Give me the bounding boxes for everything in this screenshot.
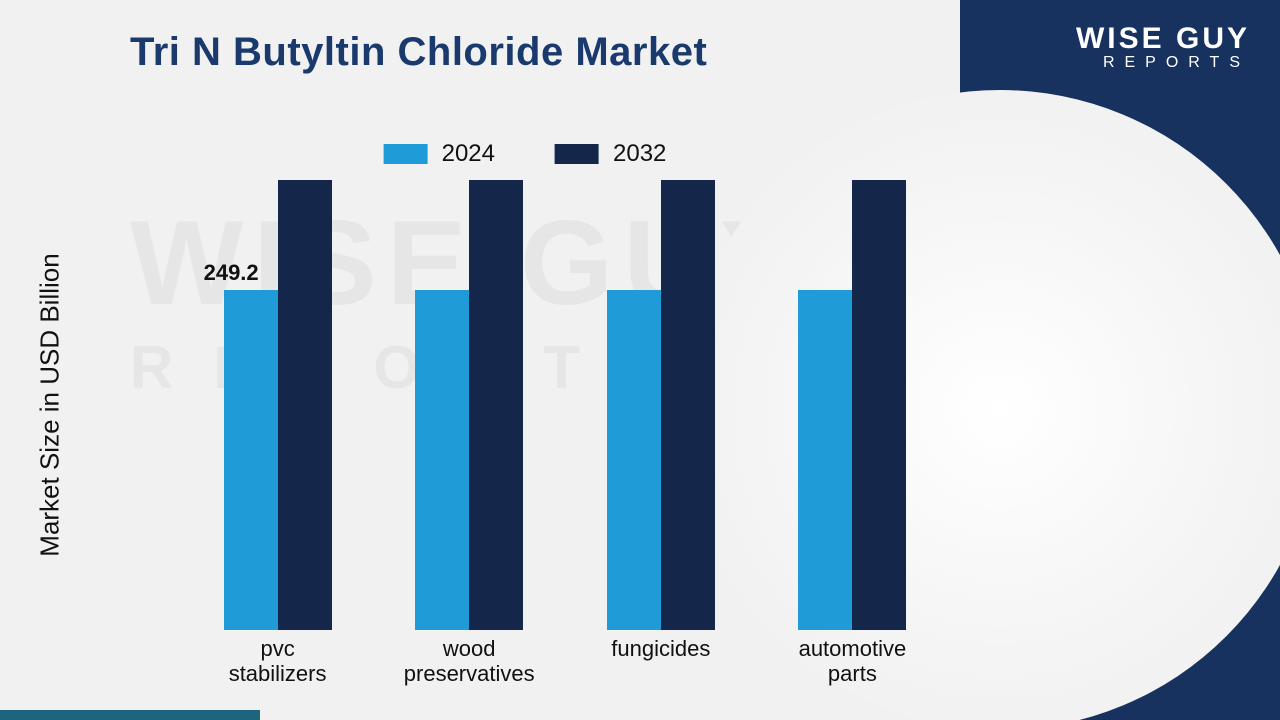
- legend-swatch-2032: [555, 144, 599, 164]
- bar-chart: Market Size in USD Billion 2024 2032 249…: [60, 120, 990, 690]
- legend-item-2024: 2024: [384, 140, 495, 168]
- legend-label-2024: 2024: [442, 140, 495, 168]
- legend-item-2032: 2032: [555, 140, 666, 168]
- bar-2032: [278, 180, 332, 630]
- category-label: fungicides: [561, 636, 761, 661]
- bar-2024: [415, 290, 469, 630]
- page-root: WISE GUY REPORTS Tri N Butyltin Chloride…: [0, 0, 1280, 720]
- page-title: Tri N Butyltin Chloride Market: [130, 30, 707, 75]
- bar-2024: [224, 290, 278, 630]
- y-axis-label: Market Size in USD Billion: [35, 253, 66, 556]
- bar-2024: [607, 290, 661, 630]
- bar-2024: [798, 290, 852, 630]
- category-label: pvcstabilizers: [178, 636, 378, 687]
- category-label: automotiveparts: [752, 636, 952, 687]
- brand-logo-line1: WISE GUY: [1076, 22, 1250, 56]
- chart-legend: 2024 2032: [384, 140, 667, 168]
- legend-swatch-2024: [384, 144, 428, 164]
- legend-label-2032: 2032: [613, 140, 666, 168]
- bar-value-label: 249.2: [204, 260, 259, 286]
- bottom-accent-bar: [0, 710, 260, 720]
- chart-plot-area: 249.2pvcstabilizerswoodpreservativesfung…: [140, 180, 990, 630]
- brand-logo-line2: REPORTS: [1076, 54, 1250, 72]
- bar-2032: [469, 180, 523, 630]
- category-label: woodpreservatives: [369, 636, 569, 687]
- brand-logo: WISE GUY REPORTS: [1076, 22, 1250, 72]
- bar-2032: [852, 180, 906, 630]
- bar-2032: [661, 180, 715, 630]
